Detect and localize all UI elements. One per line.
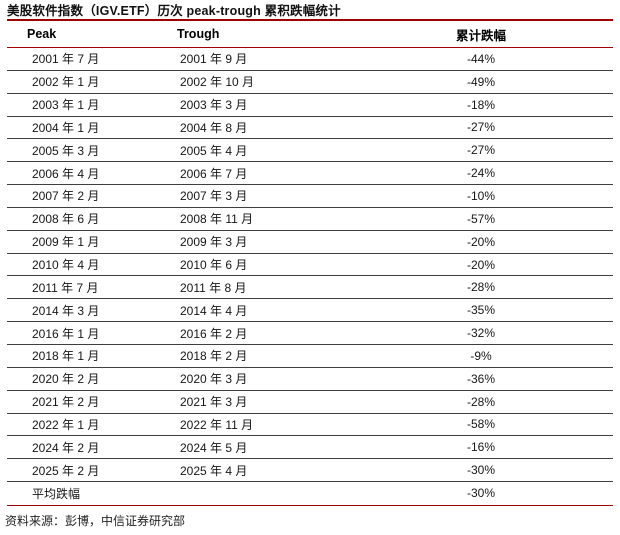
drawdown-cell: -32% [466,326,495,341]
peak-cell: 2014 年 3 月 [32,303,100,318]
trough-cell: 2011 年 8 月 [180,280,247,295]
table-title: 美股软件指数（IGV.ETF）历次 peak-trough 累积跌幅统计 [7,4,341,18]
table-row: 2005 年 3 月 2005 年 4 月 -27% [7,139,613,163]
table-row: 2024 年 2 月 2024 年 5 月 -16% [7,436,613,460]
drawdown-cell: -16% [466,440,495,455]
trough-cell: 2001 年 9 月 [180,52,248,67]
drawdown-cell: -49% [466,74,495,89]
peak-cell: 2005 年 3 月 [32,143,100,158]
header-peak: Peak [27,27,57,41]
peak-cell: 2009 年 1 月 [32,235,100,250]
trough-cell: 2016 年 2 月 [180,326,248,341]
table-row: 2021 年 2 月 2021 年 3 月 -28% [7,391,613,414]
source-note: 资料来源：彭博，中信证券研究部 [5,513,186,528]
peak-cell: 2004 年 1 月 [32,120,100,135]
trough-cell: 2003 年 3 月 [180,98,248,113]
bottom-rule [7,504,613,506]
peak-cell: 2016 年 1 月 [32,326,100,341]
trough-cell: 2024 年 5 月 [180,440,248,455]
drawdown-cell: -57% [466,211,495,226]
trough-cell: 2007 年 3 月 [180,189,248,204]
header-trough: Trough [177,27,220,41]
peak-cell: 2008 年 6 月 [32,212,100,227]
peak-cell: 2007 年 2 月 [32,189,100,204]
trough-cell: 2009 年 3 月 [180,235,248,250]
drawdown-cell: -18% [466,97,495,112]
peak-cell: 2011 年 7 月 [32,280,99,295]
drawdown-cell: -58% [466,417,495,432]
table-row: 2025 年 2 月 2025 年 4 月 -30% [7,459,613,483]
trough-cell: 2021 年 3 月 [180,395,248,410]
drawdown-cell: -35% [466,303,495,318]
trough-cell: 2020 年 3 月 [180,372,248,387]
trough-cell: 2008 年 11 月 [180,212,254,227]
drawdown-cell: -30% [466,463,495,478]
drawdown-cell: -28% [466,394,495,409]
table-row: 2007 年 2 月 2007 年 3 月 -10% [7,185,613,208]
table-header-row: Peak Trough 累计跌幅 [7,21,613,47]
peak-cell: 2021 年 2 月 [32,395,100,410]
peak-cell: 2020 年 2 月 [32,372,100,387]
table-body: 2001 年 7 月 2001 年 9 月 -44% 2002 年 1 月 2002 年… [7,48,613,505]
peak-cell: 平均跌幅 [32,486,81,501]
drawdown-cell: -30% [466,486,495,501]
trough-cell: 2014 年 4 月 [180,303,248,318]
trough-cell: 2010 年 6 月 [180,258,248,273]
table-row: 2004 年 1 月 2004 年 8 月 -27% [7,117,613,140]
trough-cell: 2018 年 2 月 [180,349,248,364]
trough-cell: 2006 年 7 月 [180,166,248,181]
peak-cell: 2002 年 1 月 [32,75,100,90]
drawdown-cell: -28% [466,280,495,295]
table-row: 2010 年 4 月 2010 年 6 月 -20% [7,254,613,277]
drawdown-cell: -27% [466,120,495,135]
table-row: 2022 年 1 月 2022 年 11 月 -58% [7,414,613,437]
table-row: 2003 年 1 月 2003 年 3 月 -18% [7,94,613,117]
peak-cell: 2006 年 4 月 [32,166,100,181]
trough-cell: 2005 年 4 月 [180,143,248,158]
peak-cell: 2022 年 1 月 [32,417,100,432]
table-row: 2008 年 6 月 2008 年 11 月 -57% [7,208,613,231]
peak-cell: 2003 年 1 月 [32,98,100,113]
peak-cell: 2018 年 1 月 [32,349,100,364]
drawdown-cell: -20% [466,257,495,272]
drawdown-cell: -36% [466,371,495,386]
trough-cell: 2004 年 8 月 [180,120,248,135]
drawdown-cell: -20% [466,234,495,249]
trough-cell: 2002 年 10 月 [180,75,255,90]
peak-cell: 2001 年 7 月 [32,52,100,67]
drawdown-cell: -27% [466,143,495,158]
table-row: 2001 年 7 月 2001 年 9 月 -44% [7,48,613,71]
average-row: 平均跌幅 -30% [7,482,613,505]
header-rule [7,47,613,48]
title-rule [7,19,613,21]
drawdown-cell: -9% [470,348,492,363]
peak-cell: 2024 年 2 月 [32,440,100,455]
peak-cell: 2025 年 2 月 [32,463,100,478]
peak-cell: 2010 年 4 月 [32,258,100,273]
table-row: 2020 年 2 月 2020 年 3 月 -36% [7,368,613,391]
trough-cell: 2025 年 4 月 [180,463,248,478]
table-row: 2006 年 4 月 2006 年 7 月 -24% [7,162,613,186]
table-row: 2014 年 3 月 2014 年 4 月 -35% [7,299,613,323]
table-row: 2011 年 7 月 2011 年 8 月 -28% [7,276,613,300]
table-row: 2016 年 1 月 2016 年 2 月 -32% [7,322,613,345]
drawdown-cell: -24% [466,166,495,181]
drawdown-cell: -10% [466,188,495,203]
header-cumulative-drawdown: 累计跌幅 [455,28,506,43]
drawdown-cell: -44% [466,51,495,66]
table-row: 2009 年 1 月 2009 年 3 月 -20% [7,231,613,254]
trough-cell: 2022 年 11 月 [180,417,254,432]
table-row: 2018 年 1 月 2018 年 2 月 -9% [7,345,613,368]
table-row: 2002 年 1 月 2002 年 10 月 -49% [7,71,613,94]
